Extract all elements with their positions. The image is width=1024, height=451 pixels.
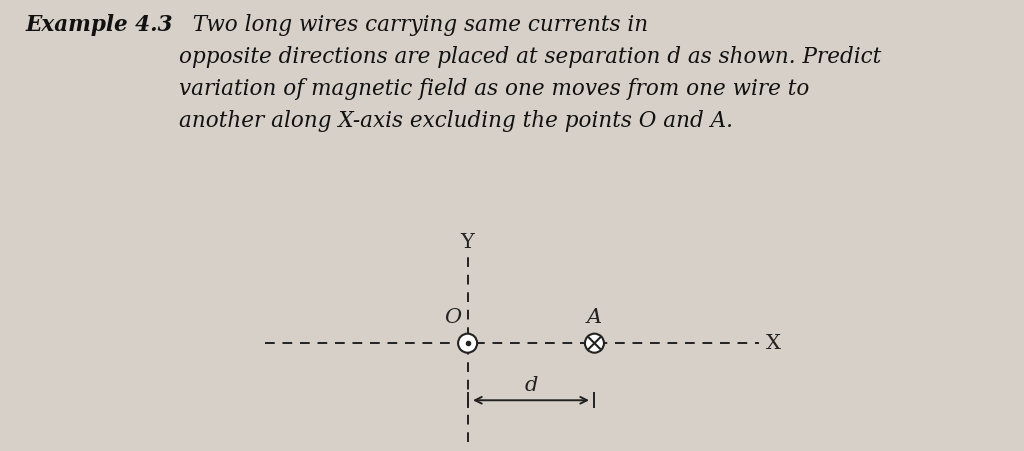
Text: X: X <box>766 334 780 353</box>
Text: Two long wires carrying same currents in
opposite directions are placed at separ: Two long wires carrying same currents in… <box>179 14 882 132</box>
Text: A: A <box>587 308 602 327</box>
Circle shape <box>458 334 477 353</box>
Text: d: d <box>524 376 538 395</box>
Text: Y: Y <box>461 233 474 252</box>
Text: O: O <box>443 308 461 327</box>
Circle shape <box>585 334 604 353</box>
Text: Example 4.3: Example 4.3 <box>26 14 173 36</box>
